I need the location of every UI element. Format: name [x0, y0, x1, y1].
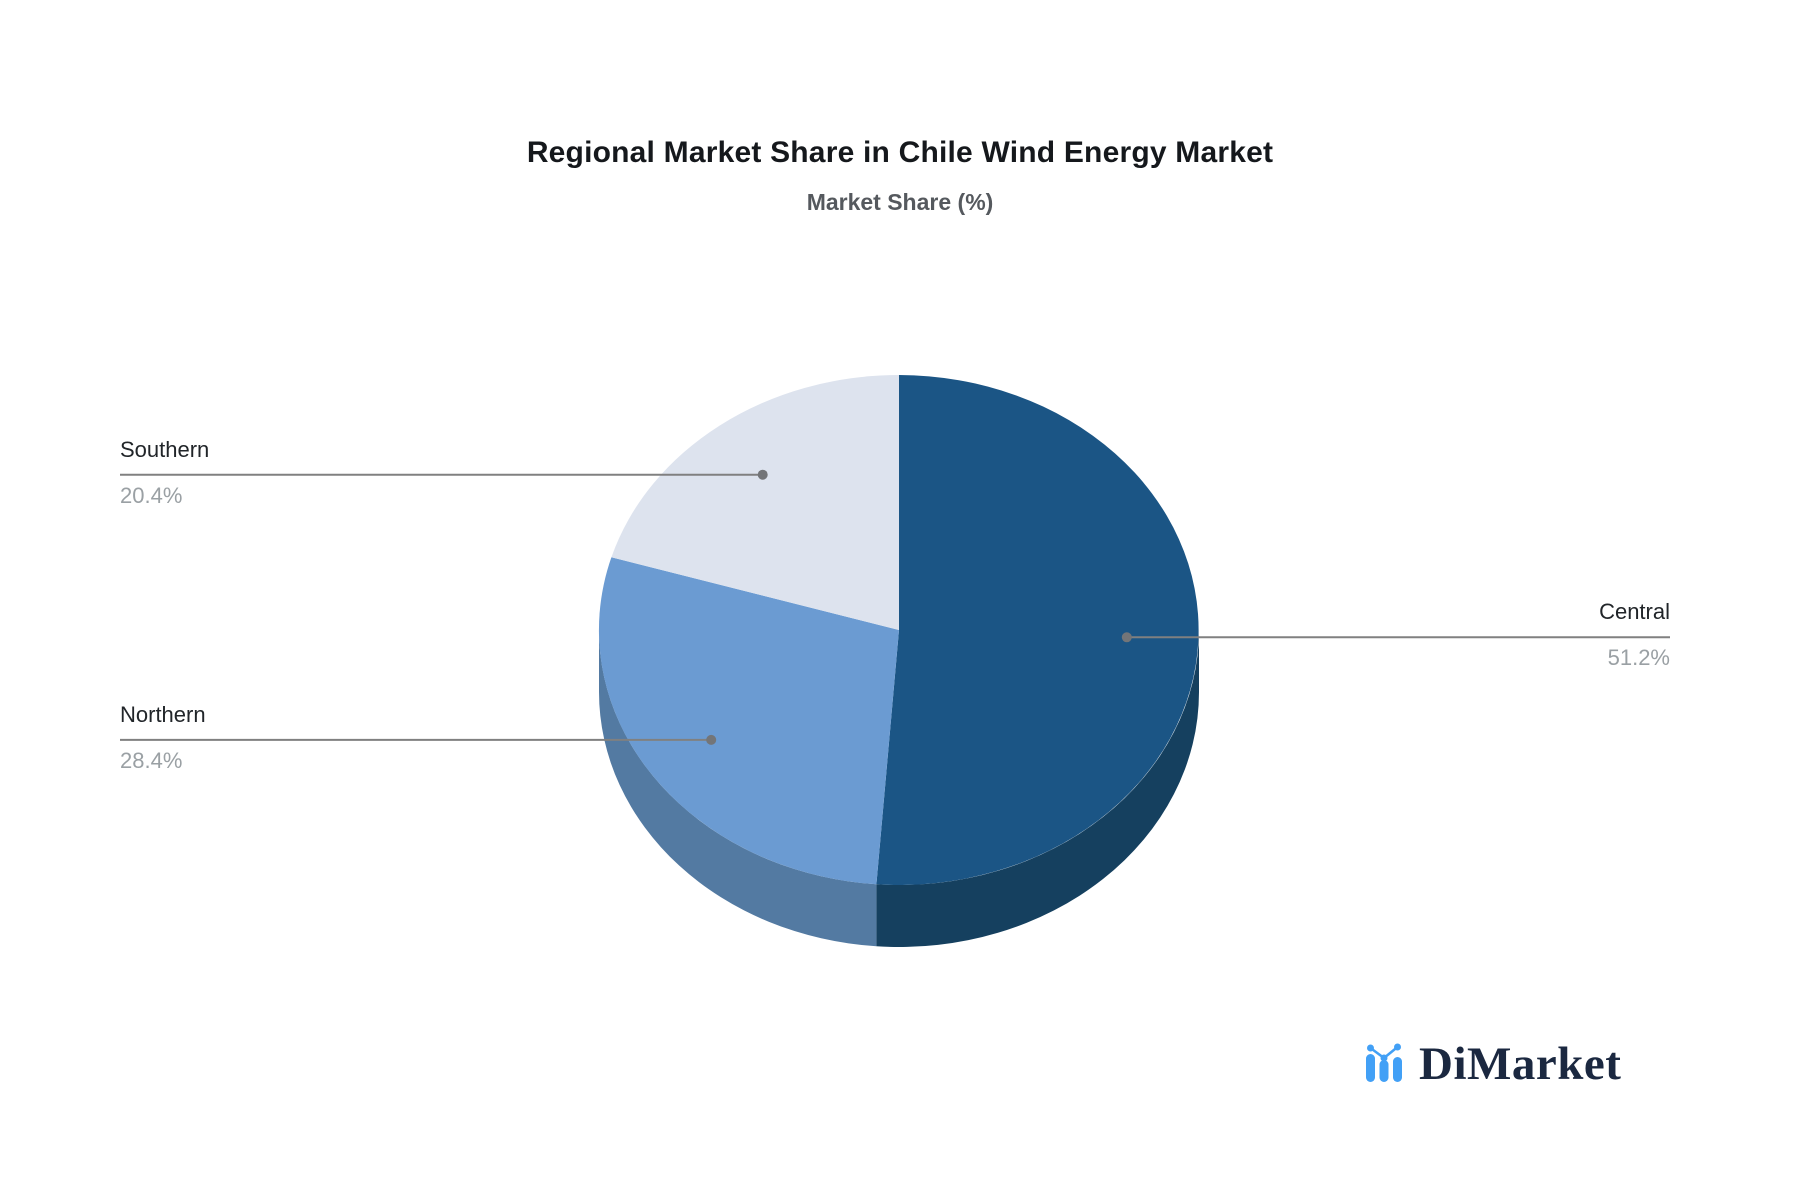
slice-label-northern: Northern	[120, 702, 206, 727]
slice-label-southern: Southern	[120, 437, 210, 462]
pie-slice-southern[interactable]	[611, 375, 899, 630]
slice-value-central: 51.2%	[1607, 645, 1670, 670]
slice-label-central: Central	[1599, 599, 1670, 624]
chart-subtitle: Market Share (%)	[806, 189, 994, 215]
connector-dot-central	[1121, 632, 1132, 643]
bar-line-chart-icon	[1366, 1043, 1402, 1082]
connector-dot-northern	[706, 734, 717, 745]
slice-value-northern: 28.4%	[120, 748, 183, 773]
pie-slice-northern[interactable]	[598, 557, 899, 885]
dimarket-logo-text: DiMarket	[1419, 1038, 1622, 1090]
connector-dot-southern	[757, 469, 768, 480]
dimarket-logo: DiMarket	[1362, 1036, 1621, 1090]
pie-slice-side-central	[876, 630, 1199, 948]
chart-title: Regional Market Share in Chile Wind Ener…	[526, 136, 1274, 169]
pie-slice-central[interactable]	[876, 375, 1199, 885]
slice-value-southern: 20.4%	[120, 483, 183, 508]
pie-slice-side-northern	[599, 630, 877, 947]
